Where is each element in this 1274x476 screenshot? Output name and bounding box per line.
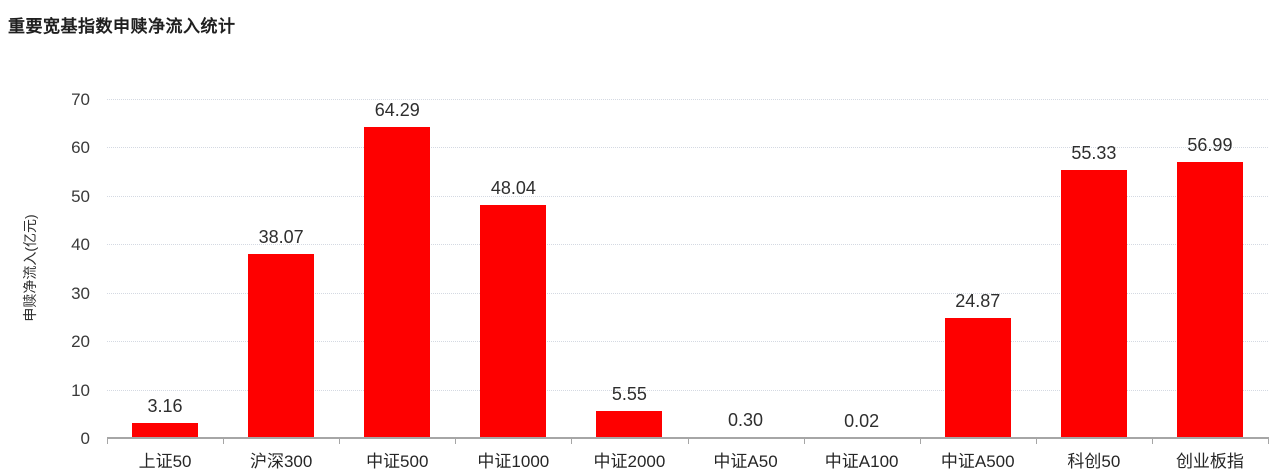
bar-value-label: 48.04: [490, 178, 536, 199]
bar[interactable]: [596, 411, 663, 438]
y-axis-tick-label: 10: [71, 380, 90, 400]
gridline: [107, 195, 1268, 197]
x-axis-category-label: 创业板指: [1175, 452, 1244, 471]
bar[interactable]: [944, 317, 1011, 438]
x-axis-tick: [107, 437, 108, 444]
gridline: [107, 292, 1268, 294]
x-axis-tick: [1151, 437, 1153, 444]
bar-value-label: 0.30: [728, 409, 764, 430]
bar[interactable]: [480, 205, 547, 438]
bar-value-label: 64.29: [374, 99, 420, 120]
x-axis-category-label: 中证2000: [593, 452, 666, 471]
y-axis-tick-label: 60: [71, 138, 90, 158]
gridline: [107, 99, 1268, 100]
x-axis-category-label: 科创50: [1067, 452, 1121, 471]
y-axis-title: 申赎净流入(亿元): [22, 214, 38, 322]
bar-value-label: 38.07: [258, 226, 304, 247]
x-axis-tick: [803, 437, 805, 444]
gridline: [107, 389, 1268, 391]
y-axis-tick-label: 20: [71, 332, 90, 352]
x-axis-tick: [919, 437, 921, 444]
chart-title: 重要宽基指数申赎净流入统计: [8, 17, 236, 36]
bar-value-label: 56.99: [1187, 135, 1233, 155]
bar[interactable]: [364, 126, 431, 438]
x-axis-category-label: 沪深300: [249, 452, 313, 471]
y-axis-tick-label: 40: [71, 235, 90, 255]
x-axis-tick: [687, 437, 689, 444]
y-axis-tick-label: 0: [80, 429, 90, 448]
bar-value-label: 0.02: [844, 410, 880, 431]
x-axis-category-label: 中证A50: [713, 452, 778, 471]
bar[interactable]: [1060, 170, 1127, 438]
x-axis-tick: [571, 437, 573, 444]
x-axis-category-label: 上证50: [138, 452, 192, 471]
bar-value-label: 3.16: [147, 395, 183, 416]
bar-value-label: 55.33: [1071, 143, 1117, 164]
bar[interactable]: [248, 253, 315, 438]
x-axis-tick: [223, 437, 225, 444]
x-axis-tick: [339, 437, 341, 444]
y-axis-tick-label: 30: [71, 283, 90, 303]
bar[interactable]: [1176, 162, 1243, 438]
gridline: [107, 244, 1268, 246]
x-axis-tick: [455, 437, 457, 444]
x-axis-tick: [1035, 437, 1037, 444]
bar-value-label: 5.55: [611, 384, 647, 405]
gridline: [107, 341, 1268, 343]
plot-area: 3.16 38.07 64.29 48.04 5.55 0.30 0.02 24.87 55.3…: [107, 99, 1268, 438]
bar[interactable]: [132, 422, 199, 438]
bar-value-label: 24.87: [955, 290, 1001, 311]
x-axis-tick: [1268, 437, 1269, 444]
x-axis-category-label: 中证A500: [940, 452, 1015, 471]
gridline: [107, 147, 1268, 149]
x-axis-category-label: 中证A100: [824, 452, 899, 471]
x-axis-category-label: 中证1000: [477, 452, 550, 471]
y-axis-tick-label: 50: [71, 186, 90, 206]
x-axis-category-label: 中证500: [366, 452, 429, 471]
y-axis-tick-label: 70: [71, 90, 90, 109]
